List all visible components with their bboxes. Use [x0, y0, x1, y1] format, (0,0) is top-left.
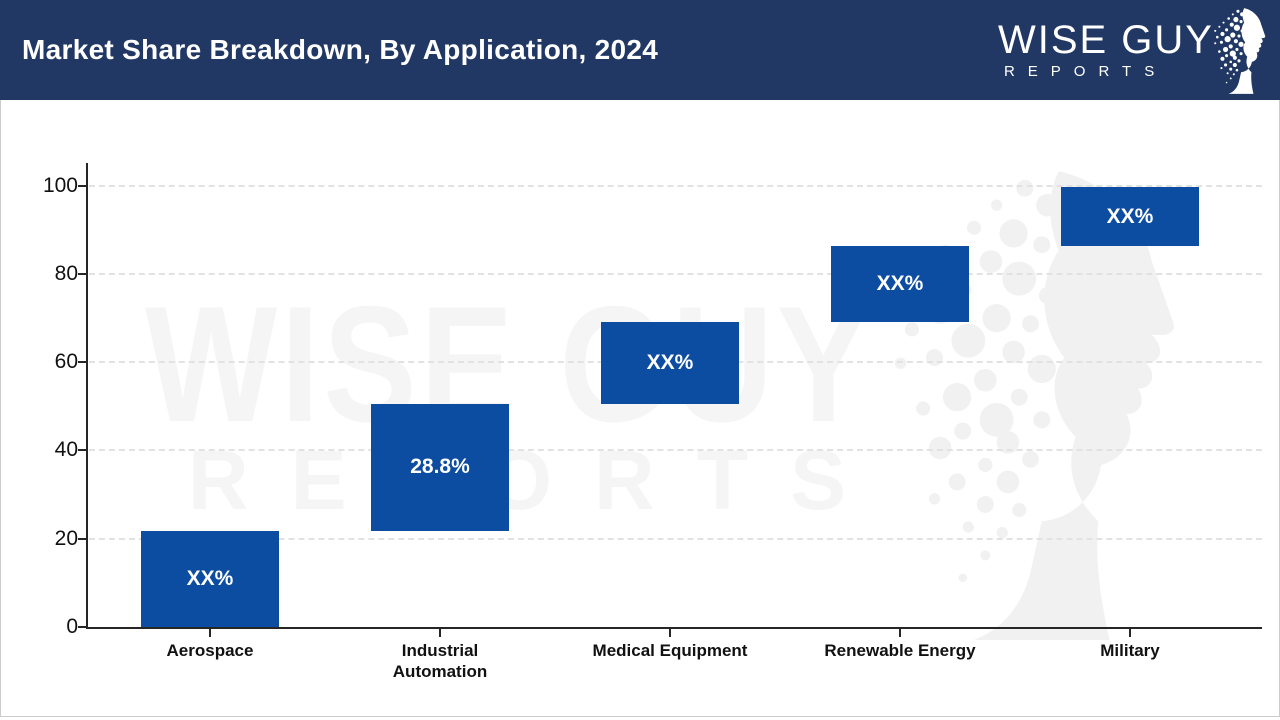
watermark-face-icon — [894, 171, 1174, 640]
y-tick-mark — [78, 537, 86, 540]
y-axis — [86, 163, 88, 629]
x-tick-label: Military — [1100, 641, 1160, 660]
y-tick-label: 40 — [54, 438, 78, 462]
y-tick-label: 100 — [42, 173, 78, 197]
bar-aerospace: XX% — [141, 530, 279, 627]
y-tick-label: 80 — [54, 261, 78, 285]
gridline-100 — [89, 184, 1262, 187]
x-tick-mark — [209, 629, 211, 637]
watermark-tagline: REPORTS — [188, 433, 889, 527]
gridline-40 — [89, 449, 1262, 452]
logo-wordmark: WISE GUY — [997, 18, 1214, 62]
x-tick-label: Medical Equipment — [592, 641, 748, 660]
bar-value-label: XX% — [876, 272, 924, 296]
y-tick-label: 20 — [54, 526, 78, 550]
gridline-80 — [89, 272, 1262, 275]
bar-value-label: 28.8% — [410, 455, 470, 479]
wiseguy-logo: WISE GUY REPORTS — [998, 6, 1270, 94]
bar-value-label: XX% — [1106, 204, 1154, 228]
x-axis — [86, 627, 1262, 629]
y-tick-label: 60 — [54, 350, 78, 374]
bar-military: XX% — [1061, 187, 1199, 247]
x-tick-label: Industrial Automation — [392, 641, 488, 682]
logo-tagline: REPORTS — [1003, 63, 1168, 80]
y-tick-mark — [78, 626, 86, 628]
x-tick-mark — [439, 629, 441, 637]
page-title: Market Share Breakdown, By Application, … — [22, 34, 659, 65]
bar-renewable-energy: XX% — [831, 246, 969, 322]
bar-industrial-automation: 28.8% — [371, 403, 509, 531]
y-tick-mark — [78, 184, 86, 187]
x-tick-mark — [1129, 629, 1131, 637]
x-tick-mark — [899, 629, 901, 637]
x-tick-label: Renewable Energy — [824, 641, 976, 660]
bar-medical-equipment: XX% — [601, 321, 739, 404]
y-tick-label: 0 — [66, 615, 78, 638]
x-tick-label: Aerospace — [166, 641, 254, 660]
y-tick-mark — [78, 272, 86, 275]
y-tick-mark — [78, 449, 86, 452]
x-tick-mark — [669, 629, 671, 637]
y-tick-mark — [78, 361, 86, 364]
gridline-20 — [89, 537, 1262, 540]
bar-value-label: XX% — [646, 350, 694, 374]
logo-text: WISE GUY REPORTS — [998, 20, 1214, 80]
header-bar: Market Share Breakdown, By Application, … — [0, 0, 1280, 100]
wiseguy-face-icon — [1214, 8, 1266, 94]
bar-value-label: XX% — [186, 566, 234, 590]
